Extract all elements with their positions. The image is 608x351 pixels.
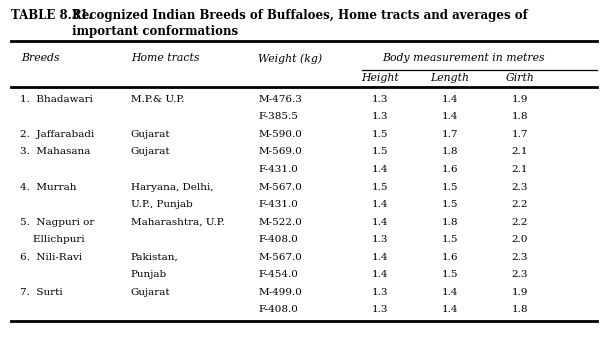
Text: 2.2: 2.2 xyxy=(511,200,528,209)
Text: Breeds: Breeds xyxy=(21,53,60,63)
Text: 1.4: 1.4 xyxy=(371,253,389,262)
Text: M.P.& U.P.: M.P.& U.P. xyxy=(131,95,184,104)
Text: Maharashtra, U.P.: Maharashtra, U.P. xyxy=(131,218,224,227)
Text: 1.8: 1.8 xyxy=(511,112,528,121)
Text: 1.6: 1.6 xyxy=(441,253,458,262)
Text: 6.  Nili-Ravi: 6. Nili-Ravi xyxy=(20,253,82,262)
Text: Punjab: Punjab xyxy=(131,270,167,279)
Text: 1.9: 1.9 xyxy=(511,288,528,297)
Text: 1.5: 1.5 xyxy=(371,130,389,139)
Text: U.P., Punjab: U.P., Punjab xyxy=(131,200,193,209)
Text: 1.4: 1.4 xyxy=(441,305,458,314)
Text: 1.8: 1.8 xyxy=(441,147,458,157)
Text: 2.1: 2.1 xyxy=(511,165,528,174)
Text: 2.  Jaffarabadi: 2. Jaffarabadi xyxy=(20,130,94,139)
Text: M-476.3: M-476.3 xyxy=(258,95,302,104)
Text: 1.9: 1.9 xyxy=(511,95,528,104)
Text: 1.3: 1.3 xyxy=(371,95,389,104)
Text: 1.4: 1.4 xyxy=(371,270,389,279)
Text: important conformations: important conformations xyxy=(72,25,238,38)
Text: F-431.0: F-431.0 xyxy=(258,200,299,209)
Text: Home tracts: Home tracts xyxy=(131,53,199,63)
Text: 1.4: 1.4 xyxy=(371,218,389,227)
Text: Weight (kg): Weight (kg) xyxy=(258,53,322,64)
Text: 1.7: 1.7 xyxy=(511,130,528,139)
Text: Gujarat: Gujarat xyxy=(131,130,170,139)
Text: 1.5: 1.5 xyxy=(441,200,458,209)
Text: 2.3: 2.3 xyxy=(511,270,528,279)
Text: Recognized Indian Breeds of Buffaloes, Home tracts and averages of: Recognized Indian Breeds of Buffaloes, H… xyxy=(72,9,528,22)
Text: 1.3: 1.3 xyxy=(371,112,389,121)
Text: 1.5: 1.5 xyxy=(371,147,389,157)
Text: Ellichpuri: Ellichpuri xyxy=(20,235,85,244)
Text: M-567.0: M-567.0 xyxy=(258,253,302,262)
Text: 3.  Mahasana: 3. Mahasana xyxy=(20,147,91,157)
Text: 2.3: 2.3 xyxy=(511,253,528,262)
Text: M-590.0: M-590.0 xyxy=(258,130,302,139)
Text: 1.8: 1.8 xyxy=(441,218,458,227)
Text: 2.1: 2.1 xyxy=(511,147,528,157)
Text: 4.  Murrah: 4. Murrah xyxy=(20,183,77,192)
Text: 2.3: 2.3 xyxy=(511,183,528,192)
Text: 1.6: 1.6 xyxy=(441,165,458,174)
Text: F-431.0: F-431.0 xyxy=(258,165,299,174)
Text: 7.  Surti: 7. Surti xyxy=(20,288,63,297)
Text: M-567.0: M-567.0 xyxy=(258,183,302,192)
Text: 5.  Nagpuri or: 5. Nagpuri or xyxy=(20,218,94,227)
Text: 1.4: 1.4 xyxy=(441,95,458,104)
Text: 1.4: 1.4 xyxy=(441,112,458,121)
Text: 1.3: 1.3 xyxy=(371,305,389,314)
Text: 1.7: 1.7 xyxy=(441,130,458,139)
Text: F-385.5: F-385.5 xyxy=(258,112,299,121)
Text: 1.3: 1.3 xyxy=(371,288,389,297)
Text: 1.5: 1.5 xyxy=(441,183,458,192)
Text: 1.  Bhadawari: 1. Bhadawari xyxy=(20,95,93,104)
Text: Haryana, Delhi,: Haryana, Delhi, xyxy=(131,183,213,192)
Text: 1.8: 1.8 xyxy=(511,305,528,314)
Text: Gujarat: Gujarat xyxy=(131,288,170,297)
Text: 1.5: 1.5 xyxy=(441,270,458,279)
Text: Height: Height xyxy=(361,73,399,82)
Text: M-522.0: M-522.0 xyxy=(258,218,302,227)
Text: 2.2: 2.2 xyxy=(511,218,528,227)
Text: 1.5: 1.5 xyxy=(371,183,389,192)
Text: F-454.0: F-454.0 xyxy=(258,270,299,279)
Text: Body measurement in metres: Body measurement in metres xyxy=(382,53,545,63)
Text: M-569.0: M-569.0 xyxy=(258,147,302,157)
Text: 1.4: 1.4 xyxy=(371,200,389,209)
Text: Pakistan,: Pakistan, xyxy=(131,253,179,262)
Text: M-499.0: M-499.0 xyxy=(258,288,302,297)
Text: 1.5: 1.5 xyxy=(441,235,458,244)
Text: 2.0: 2.0 xyxy=(511,235,528,244)
Text: Gujarat: Gujarat xyxy=(131,147,170,157)
Text: 1.4: 1.4 xyxy=(441,288,458,297)
Text: F-408.0: F-408.0 xyxy=(258,305,299,314)
Text: F-408.0: F-408.0 xyxy=(258,235,299,244)
Text: 1.3: 1.3 xyxy=(371,235,389,244)
Text: Girth: Girth xyxy=(505,73,534,82)
Text: 1.4: 1.4 xyxy=(371,165,389,174)
Text: TABLE 8.31.: TABLE 8.31. xyxy=(11,9,92,22)
Text: Length: Length xyxy=(430,73,469,82)
